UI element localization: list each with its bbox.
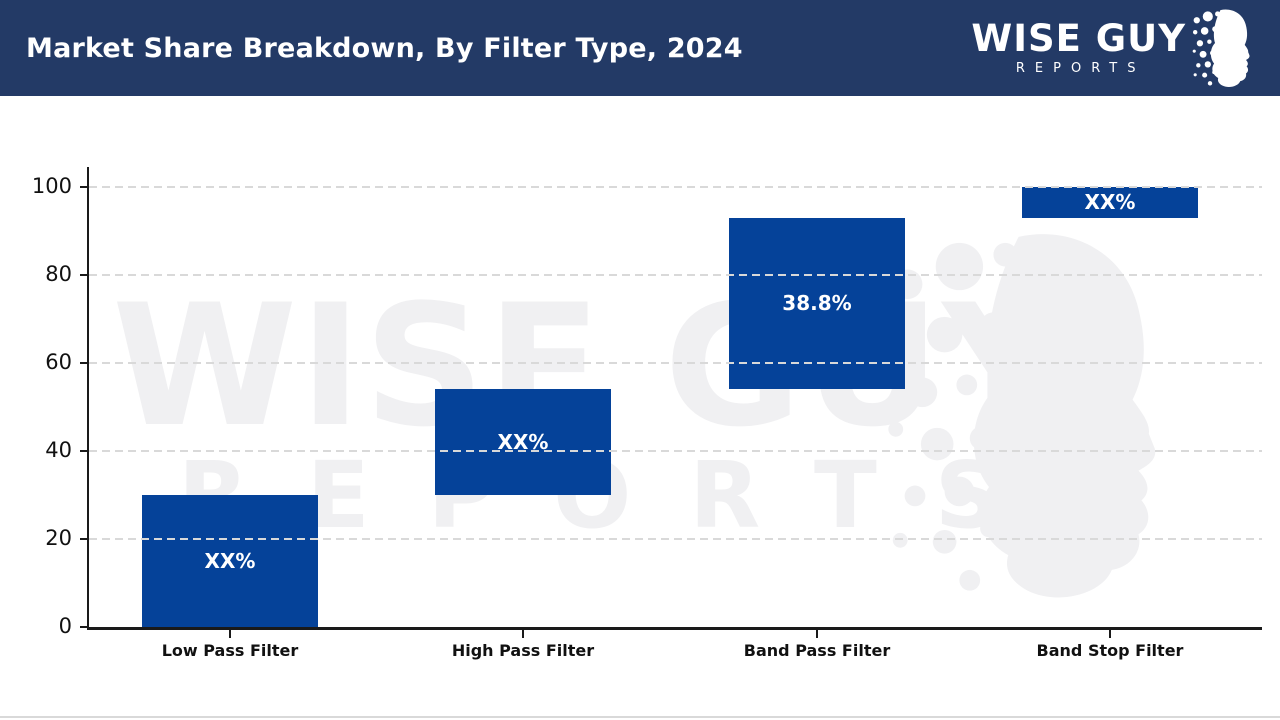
x-axis-line [87, 627, 1262, 630]
y-tick-label: 40 [45, 438, 72, 462]
gridline-60 [89, 362, 1262, 364]
bar-value-label: XX% [1084, 190, 1136, 215]
bar-value-label: XX% [497, 429, 549, 454]
y-tickmark [80, 450, 87, 452]
y-tick-label: 20 [45, 526, 72, 550]
y-tickmark [80, 362, 87, 364]
bar-high-pass-filter [435, 388, 611, 495]
y-tick-label: 60 [45, 350, 72, 374]
logo-primary-text: WISE GUY [971, 17, 1186, 60]
y-tick-label: 80 [45, 262, 72, 286]
category-label: High Pass Filter [451, 641, 595, 660]
bar-low-pass-filter [142, 495, 318, 627]
y-axis-line [87, 167, 89, 630]
y-tickmark [80, 626, 87, 628]
x-tickmark [229, 630, 231, 638]
x-tickmark [1109, 630, 1111, 638]
logo-secondary-text: REPORTS [1015, 61, 1146, 76]
y-tickmark [80, 538, 87, 540]
gridline-100 [89, 186, 1262, 188]
bar-value-label: 38.8% [782, 291, 852, 316]
page-title: Market Share Breakdown, By Filter Type, … [26, 32, 743, 64]
category-label: Band Pass Filter [743, 641, 891, 660]
wise-guy-logo: WISE GUY REPORTS [971, 7, 1254, 89]
y-tick-label: 100 [31, 174, 72, 198]
bar-band-stop-filter [1022, 187, 1198, 218]
bar-value-label: XX% [204, 549, 256, 573]
x-tickmark [522, 630, 524, 638]
category-label: Band Stop Filter [1036, 641, 1184, 660]
logo-text: WISE GUY REPORTS [971, 20, 1186, 76]
bottom-divider [0, 716, 1280, 718]
y-tick-label: 0 [58, 614, 72, 638]
header: Market Share Breakdown, By Filter Type, … [0, 0, 1280, 96]
category-label: Low Pass Filter [161, 641, 299, 660]
y-tickmark [80, 186, 87, 188]
y-tickmark [80, 274, 87, 276]
gridline-20 [89, 538, 1262, 540]
x-tickmark [816, 630, 818, 638]
dotted-face-icon [1192, 9, 1250, 87]
gridline-40 [89, 450, 1262, 452]
bar-band-pass-filter [729, 217, 905, 389]
gridline-80 [89, 274, 1262, 276]
